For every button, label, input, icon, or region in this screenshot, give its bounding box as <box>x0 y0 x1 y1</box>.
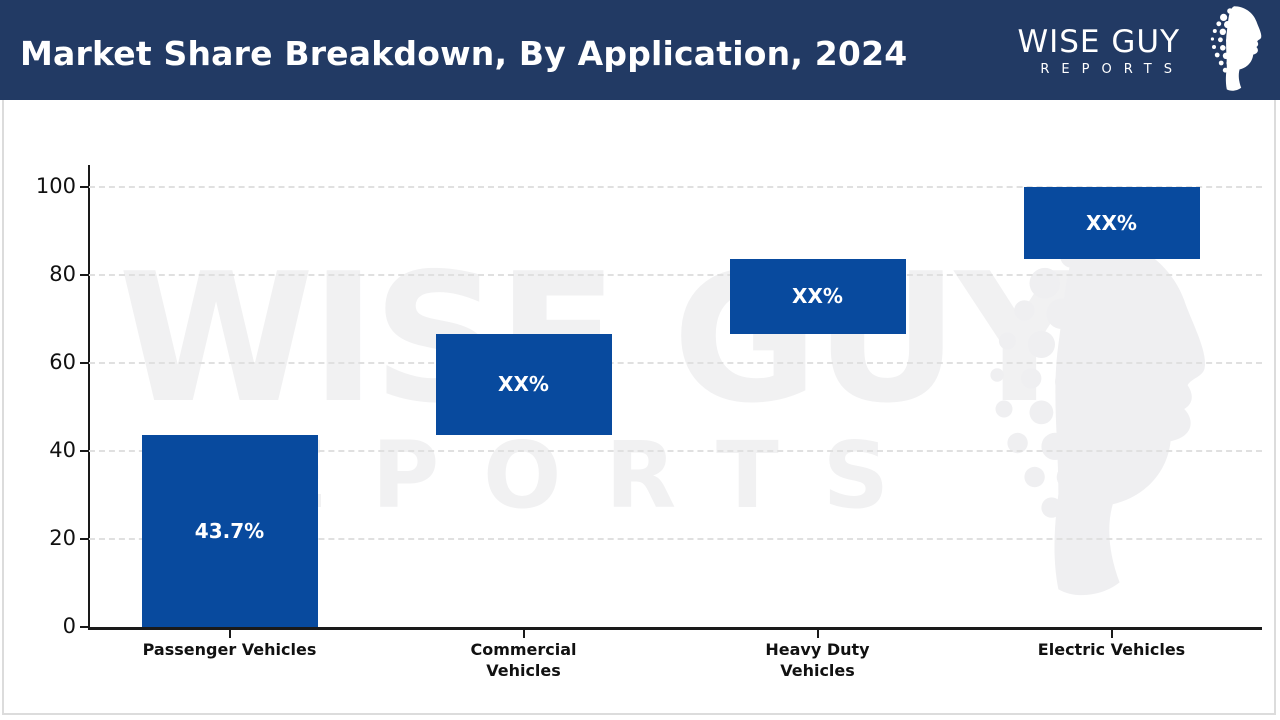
y-axis-line <box>88 165 90 627</box>
x-tick-label: Heavy Duty Vehicles <box>765 640 870 680</box>
bar-value-label: XX% <box>792 284 843 309</box>
x-tick-label: Commercial Vehicles <box>470 640 577 680</box>
bar: 43.7% <box>141 434 318 627</box>
y-tick-label: 20 <box>49 526 76 550</box>
y-tick-label: 100 <box>35 174 76 198</box>
gridline <box>89 274 1262 276</box>
header-bar: Market Share Breakdown, By Application, … <box>0 0 1280 100</box>
bar-value-label: 43.7% <box>194 518 265 543</box>
gridline <box>89 362 1262 364</box>
x-axis-line <box>88 627 1262 630</box>
y-tick <box>80 450 89 452</box>
gridline <box>89 538 1262 540</box>
x-tick <box>522 630 525 638</box>
brand-subtitle: REPORTS <box>1040 62 1184 77</box>
gridline <box>89 450 1262 452</box>
x-tick-label: Passenger Vehicles <box>142 640 317 659</box>
y-tick-label: 0 <box>62 614 76 638</box>
x-tick <box>1110 630 1113 638</box>
bar-value-label: XX% <box>498 372 549 397</box>
x-tick <box>816 630 819 638</box>
y-tick-label: 80 <box>49 262 76 286</box>
x-tick <box>228 630 231 638</box>
bar: XX% <box>729 259 906 334</box>
y-tick-label: 60 <box>49 350 76 374</box>
y-tick <box>80 274 89 276</box>
y-tick <box>80 538 89 540</box>
page-title: Market Share Breakdown, By Application, … <box>20 34 908 73</box>
bar: XX% <box>1023 187 1200 260</box>
bar-value-label: XX% <box>1086 211 1137 236</box>
brand-logo: WISE GUY REPORTS <box>1012 0 1272 100</box>
bar: XX% <box>435 333 612 435</box>
y-tick <box>80 186 89 188</box>
y-tick <box>80 362 89 364</box>
gridline <box>89 186 1262 188</box>
y-tick <box>80 626 89 628</box>
x-tick-label: Electric Vehicles <box>1037 640 1186 659</box>
y-tick-label: 40 <box>49 438 76 462</box>
brand-name: WISE GUY <box>1017 24 1180 60</box>
content-frame <box>2 100 1276 715</box>
